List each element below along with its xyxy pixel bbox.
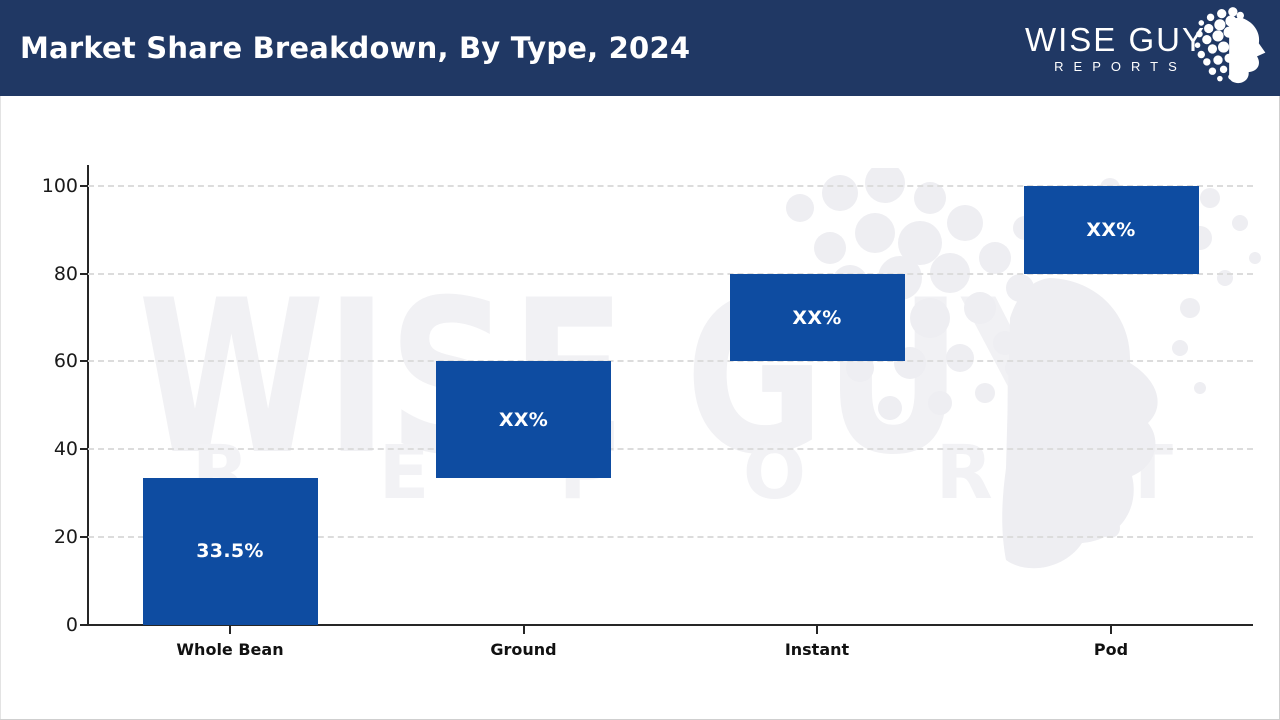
- gridline: [88, 184, 1253, 187]
- logo-reports-label: REPORTS: [1054, 58, 1187, 74]
- bar-segment: 33.5%: [142, 477, 318, 625]
- wiseguy-logo: WISE GUY REPORTS: [1025, 5, 1270, 91]
- bar-segment: XX%: [1023, 185, 1199, 274]
- y-tick-label: 80: [53, 262, 78, 285]
- chart-title: Market Share Breakdown, By Type, 2024: [20, 31, 691, 65]
- y-tick-mark: [80, 624, 88, 626]
- y-tick-mark: [80, 184, 88, 187]
- gridline: [88, 272, 1253, 275]
- gridline: [88, 360, 1253, 363]
- logo-wiseguy-label: WISE GUY: [1024, 21, 1206, 59]
- bar-value-label: 33.5%: [196, 540, 264, 563]
- y-tick-mark: [80, 536, 88, 539]
- y-tick-label: 0: [65, 614, 78, 636]
- category-label: Instant: [784, 640, 850, 659]
- category-label: Whole Bean: [176, 640, 284, 659]
- bar-value-label: XX%: [498, 408, 549, 431]
- y-tick-label: 60: [53, 350, 78, 373]
- y-tick-label: 20: [53, 526, 78, 549]
- bar-segment: XX%: [436, 361, 611, 478]
- y-tick-mark: [80, 448, 88, 451]
- category-label: Ground: [490, 640, 557, 659]
- gridline: [88, 448, 1253, 451]
- gridline: [88, 536, 1253, 539]
- x-axis-line: [87, 624, 1253, 626]
- y-tick-label: 40: [53, 438, 78, 461]
- y-tick-mark: [80, 360, 88, 363]
- y-tick-label: 100: [41, 174, 78, 197]
- x-tick-mark: [1110, 626, 1112, 634]
- y-tick-mark: [80, 272, 88, 275]
- header-bar: Market Share Breakdown, By Type, 2024 WI…: [0, 0, 1280, 96]
- bar-value-label: XX%: [1086, 218, 1136, 241]
- x-tick-mark: [229, 626, 231, 634]
- x-tick-mark: [816, 626, 818, 634]
- logo-text: WISE GUY REPORTS: [1025, 23, 1206, 73]
- bar-value-label: XX%: [792, 306, 842, 329]
- category-label: Pod: [1093, 640, 1129, 659]
- x-tick-mark: [522, 626, 525, 634]
- y-axis-line: [87, 165, 89, 626]
- bar-segment: XX%: [729, 273, 905, 362]
- logo-head-icon: [1194, 7, 1266, 84]
